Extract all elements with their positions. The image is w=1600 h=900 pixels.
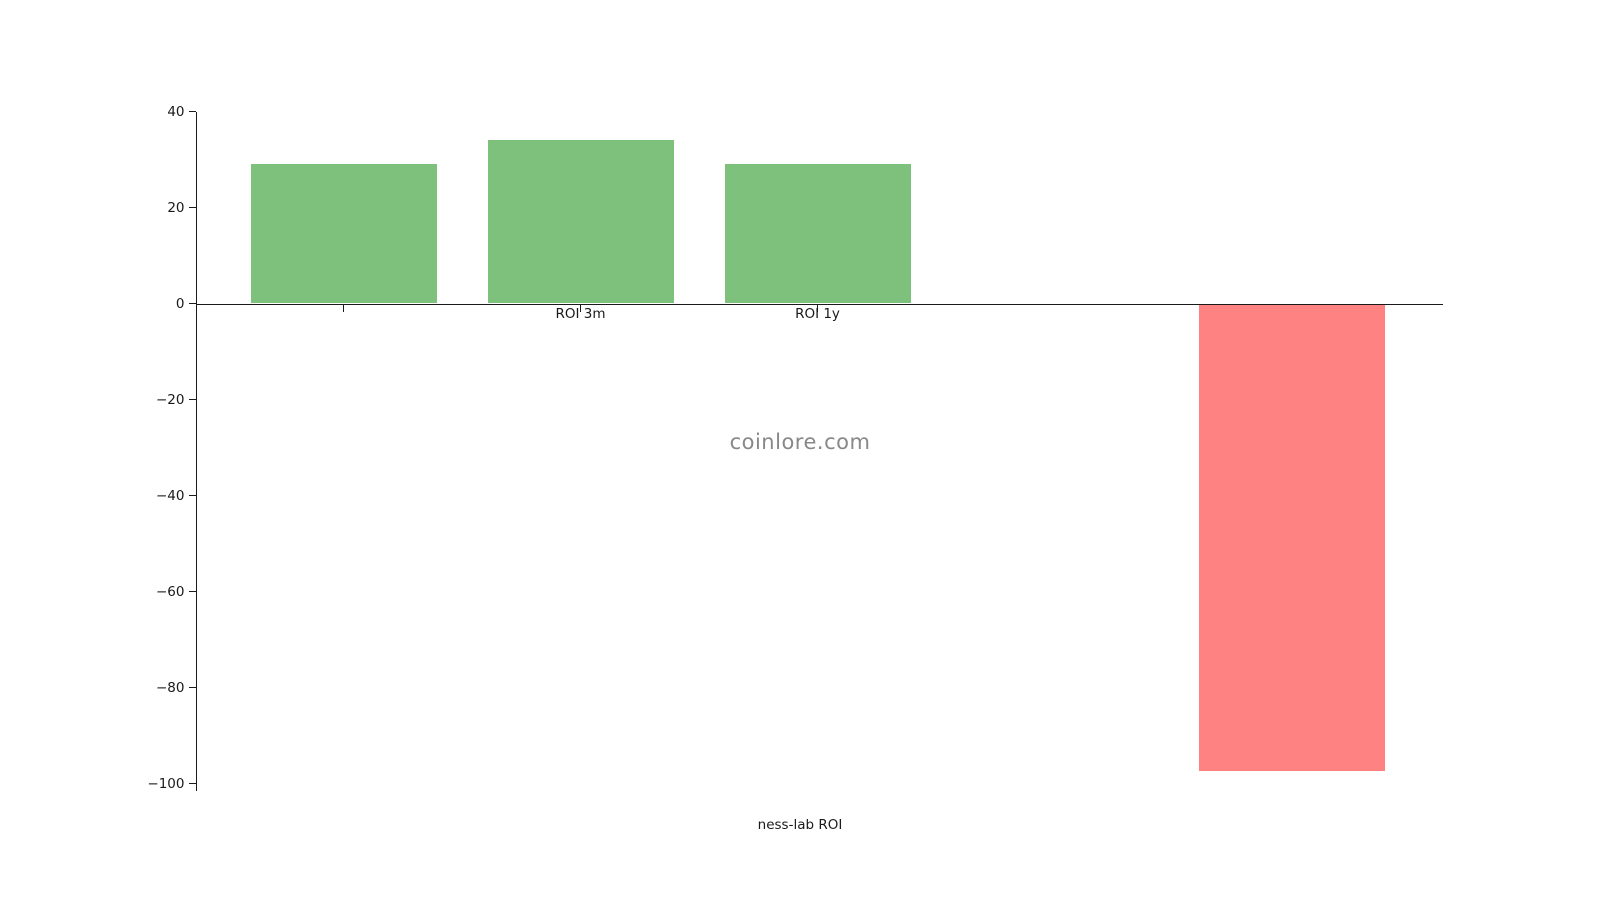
x-tick-mark xyxy=(342,305,345,312)
y-axis-line xyxy=(195,111,197,791)
y-tick-mark xyxy=(188,398,196,401)
y-tick-label: 20 xyxy=(167,199,185,216)
x-tick-mark xyxy=(579,305,582,312)
y-tick-mark xyxy=(188,686,196,689)
bar-positive xyxy=(724,164,911,304)
y-tick-label: −60 xyxy=(156,583,185,600)
y-tick-label: −20 xyxy=(156,391,185,408)
y-tick-mark xyxy=(188,590,196,593)
y-tick-mark xyxy=(188,110,196,113)
y-tick-mark xyxy=(188,782,196,785)
y-tick-mark xyxy=(188,494,196,497)
x-axis-zero-line xyxy=(196,303,1443,305)
bar-negative xyxy=(1198,305,1385,771)
bar-positive xyxy=(250,164,437,304)
watermark-text: coinlore.com xyxy=(729,430,871,454)
y-tick-label: 40 xyxy=(167,103,185,120)
bar-positive xyxy=(487,140,674,304)
y-tick-label: 0 xyxy=(175,295,185,312)
y-tick-label: −40 xyxy=(156,487,185,504)
x-tick-mark xyxy=(816,305,819,312)
y-tick-mark xyxy=(188,302,196,305)
x-axis-title: ness-lab ROI xyxy=(757,817,843,833)
y-tick-label: −100 xyxy=(147,775,185,792)
x-tick-label: ROI 3m xyxy=(555,306,606,322)
x-tick-label: ROI 1y xyxy=(795,306,840,322)
y-tick-mark xyxy=(188,206,196,209)
y-tick-label: −80 xyxy=(156,679,185,696)
